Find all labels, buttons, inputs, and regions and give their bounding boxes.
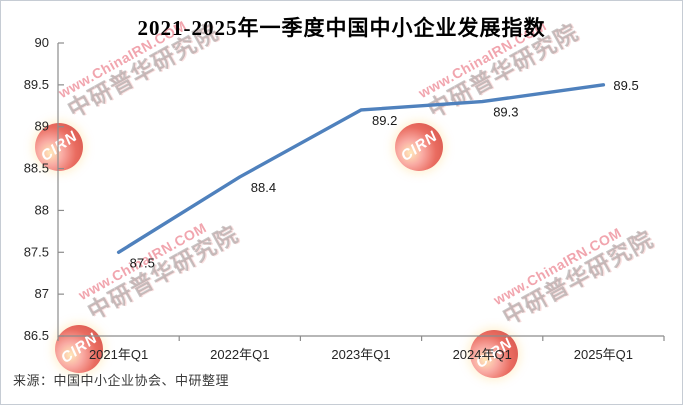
watermark-text: www.ChinaIRN.COM 中研普华研究院 (76, 208, 243, 324)
cirn-logo-text: CIRN (397, 127, 441, 165)
cirn-logo-ball-icon: CIRN (395, 123, 443, 171)
cirn-logo-text: CIRN (57, 329, 101, 367)
cirn-logo-text: CIRN (37, 127, 81, 165)
cirn-logo-ball-icon: CIRN (55, 325, 103, 373)
watermark-text: www.ChinaIRN.COM 中研普华研究院 (491, 213, 658, 329)
chart-title: 2021-2025年一季度中国中小企业发展指数 (137, 16, 546, 40)
cirn-logo-text: CIRN (472, 334, 516, 372)
source-note: 来源：中国中小企业协会、中研整理 (13, 373, 230, 388)
cirn-logo-ball-icon: CIRN (470, 330, 518, 378)
cirn-logo-ball-icon: CIRN (35, 123, 83, 171)
